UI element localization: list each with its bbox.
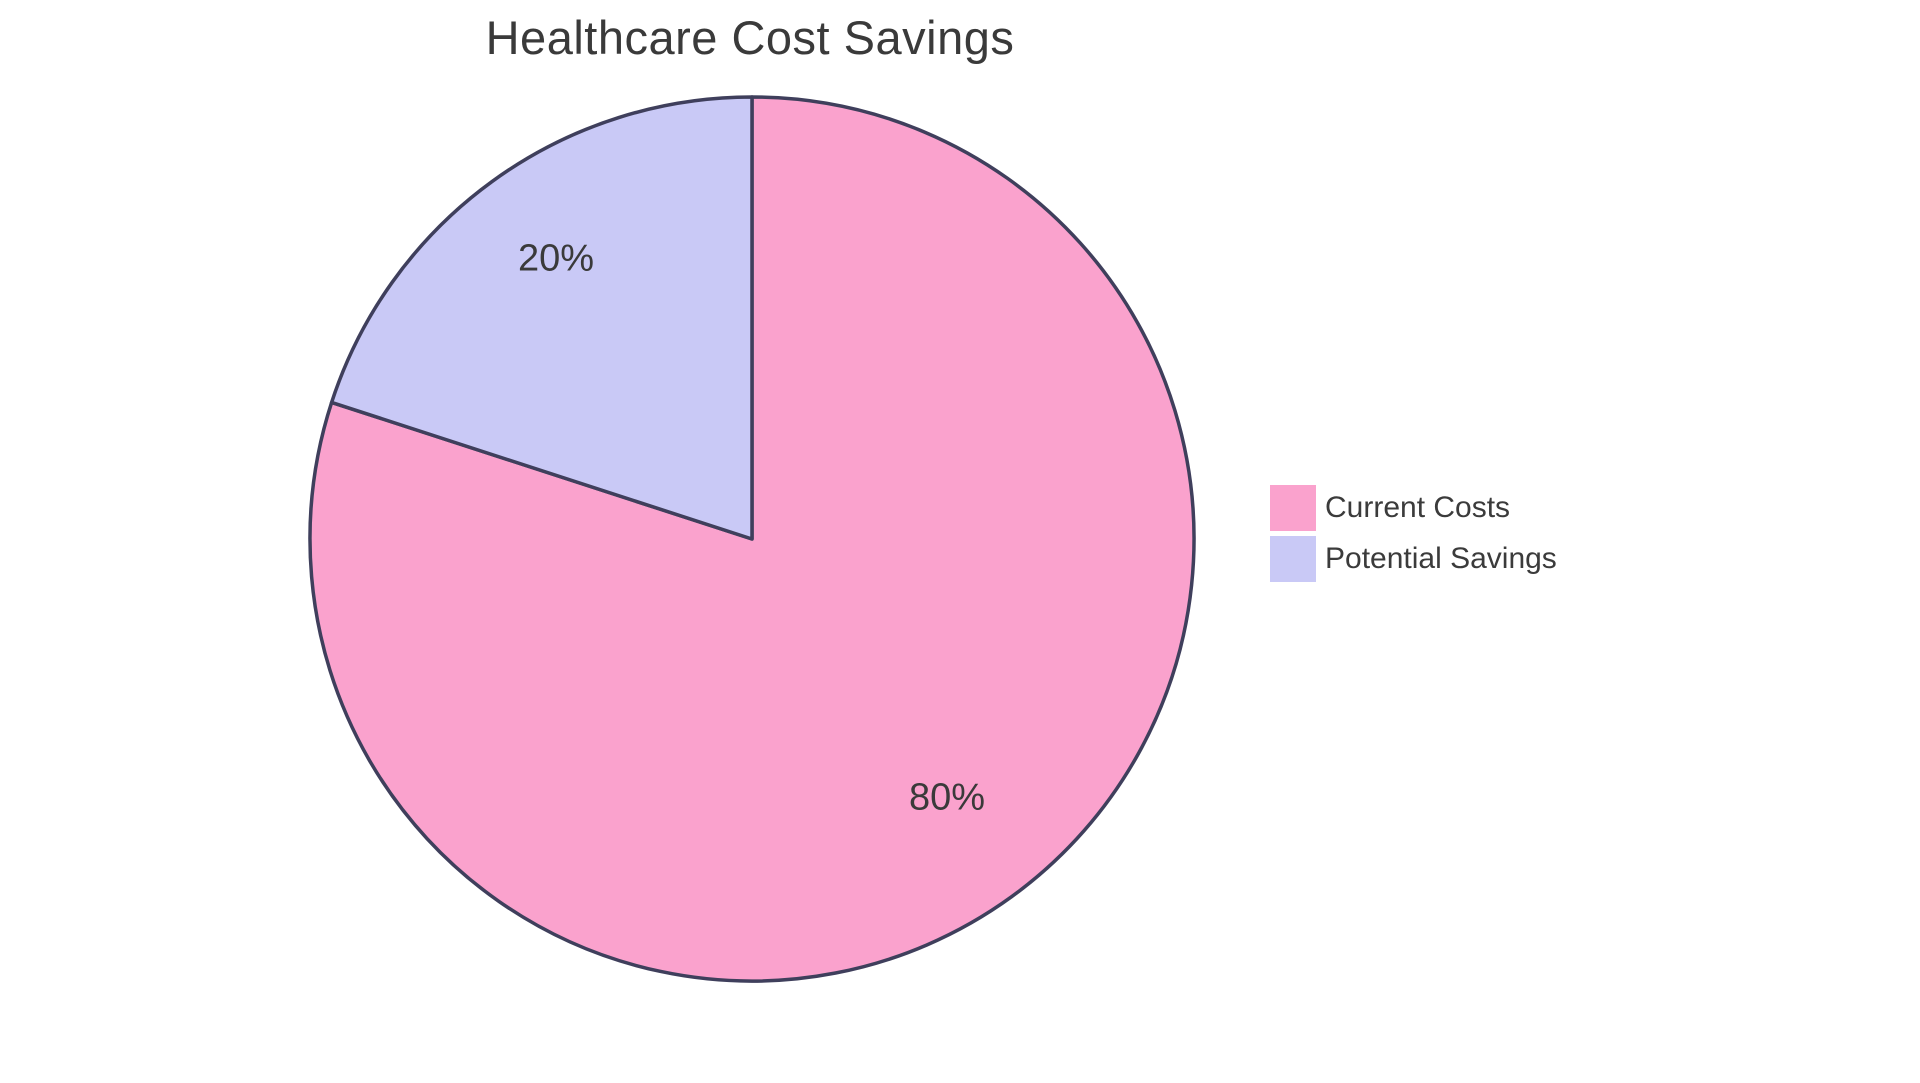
legend-swatch-potential-savings [1270, 536, 1316, 582]
legend-label-potential-savings: Potential Savings [1325, 542, 1557, 575]
legend: Current Costs Potential Savings [1270, 485, 1557, 587]
legend-item-potential-savings: Potential Savings [1270, 536, 1557, 582]
legend-label-current-costs: Current Costs [1325, 491, 1511, 524]
slice-label-potential-savings: 20% [517, 237, 595, 280]
pie-slice-potential-savings [329, 95, 754, 541]
pie-slice-current-costs [308, 95, 1196, 983]
legend-swatch-current-costs [1270, 485, 1316, 531]
legend-item-current-costs: Current Costs [1270, 485, 1557, 531]
chart-title: Healthcare Cost Savings [485, 11, 1015, 64]
slice-label-current-costs: 80% [908, 776, 986, 819]
